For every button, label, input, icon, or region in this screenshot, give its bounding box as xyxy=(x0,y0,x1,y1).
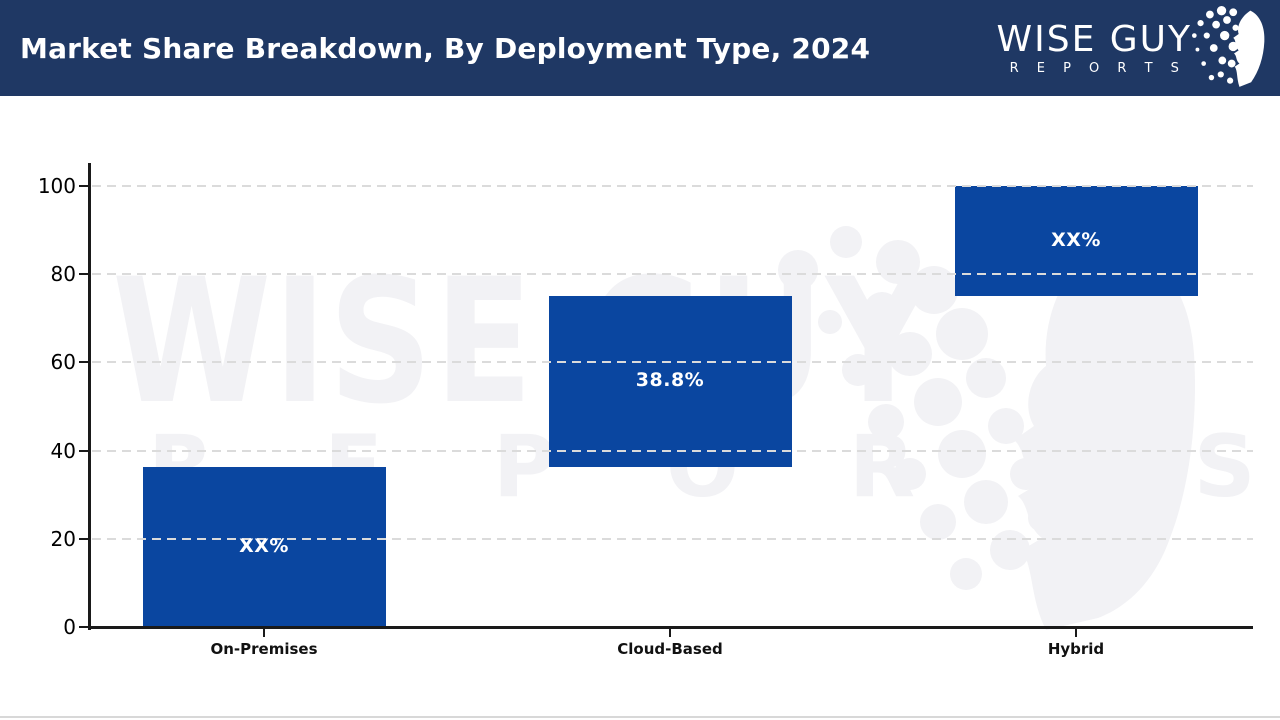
bar-hybrid xyxy=(954,186,1198,296)
watermark-head-profile-icon xyxy=(778,226,1195,630)
head-profile-icon xyxy=(1192,6,1265,87)
gridline xyxy=(92,185,1253,187)
y-tick-mark xyxy=(79,185,88,187)
page-title: Market Share Breakdown, By Deployment Ty… xyxy=(20,31,871,65)
y-tick-label: 0 xyxy=(63,615,76,639)
bar-on-premises xyxy=(142,466,386,627)
gridline xyxy=(92,449,1253,452)
y-tick-mark xyxy=(79,537,88,540)
x-tick-mark xyxy=(1075,629,1077,637)
bottom-border xyxy=(0,716,1280,718)
x-category-label: On-Premises xyxy=(210,640,318,658)
x-category-label: Hybrid xyxy=(1047,640,1105,658)
y-tick-label: 20 xyxy=(50,526,76,551)
y-tick-mark xyxy=(79,361,88,364)
y-tick-label: 100 xyxy=(37,174,76,198)
bar-value-label: 38.8% xyxy=(635,369,705,392)
y-tick-mark xyxy=(79,449,88,452)
x-tick-mark xyxy=(669,629,671,637)
y-axis-spine xyxy=(88,163,91,630)
gridline xyxy=(92,537,1253,540)
gridline xyxy=(92,273,1253,276)
logo-wordmark: WISE GUY xyxy=(996,18,1192,60)
y-tick-label: 60 xyxy=(50,350,76,375)
bar-value-label: XX% xyxy=(1051,228,1101,251)
wiseguy-logo: WISE GUY R E P O R T S xyxy=(997,6,1267,90)
x-tick-mark xyxy=(263,629,265,637)
y-tick-label: 80 xyxy=(50,262,76,287)
gridline xyxy=(92,361,1253,364)
bar-cloud-based xyxy=(548,295,792,467)
logo-subtitle: R E P O R T S xyxy=(1009,60,1186,76)
wiseguy-logo-text: WISE GUY R E P O R T S xyxy=(996,18,1193,76)
y-tick-mark xyxy=(79,273,88,276)
header-bar: Market Share Breakdown, By Deployment Ty… xyxy=(0,0,1280,96)
bar-value-label: XX% xyxy=(239,534,289,557)
y-tick-label: 40 xyxy=(50,438,76,463)
x-axis-spine xyxy=(88,626,1253,629)
y-tick-mark xyxy=(79,626,88,628)
x-category-label: Cloud-Based xyxy=(617,640,723,658)
